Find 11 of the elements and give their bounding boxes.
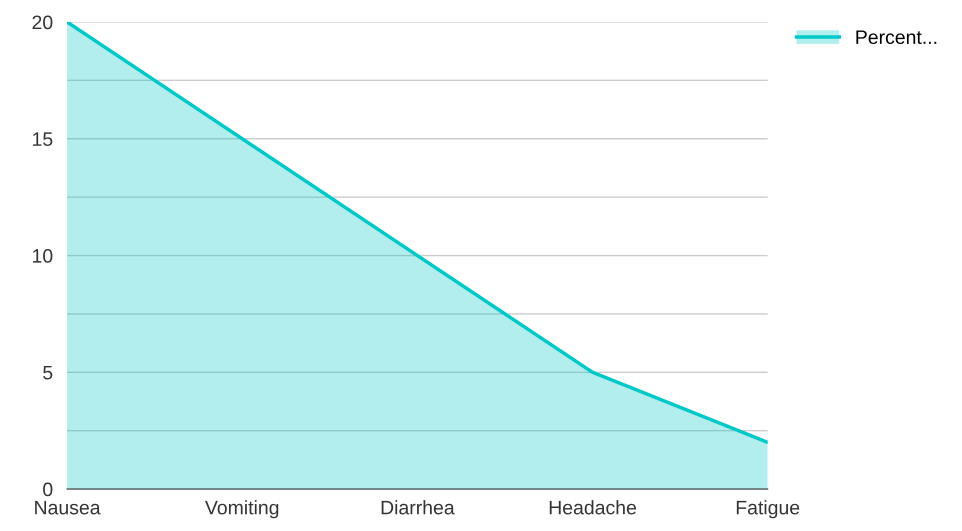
y-tick-label: 20 — [32, 15, 52, 30]
y-tick-label: 15 — [33, 132, 52, 146]
y-tick-label: 5 — [43, 366, 52, 380]
y-tick-label: 10 — [33, 248, 52, 263]
x-tick-label: Headache — [550, 500, 636, 514]
x-tick-label: Fatigue — [736, 500, 800, 518]
legend-label: Percent... — [856, 30, 936, 44]
y-tick-label: 0 — [43, 482, 52, 496]
x-tick-label: Nausea — [35, 500, 101, 514]
x-tick-label: Diarrhea — [382, 500, 455, 514]
x-tick-label: Vomiting — [205, 500, 278, 518]
